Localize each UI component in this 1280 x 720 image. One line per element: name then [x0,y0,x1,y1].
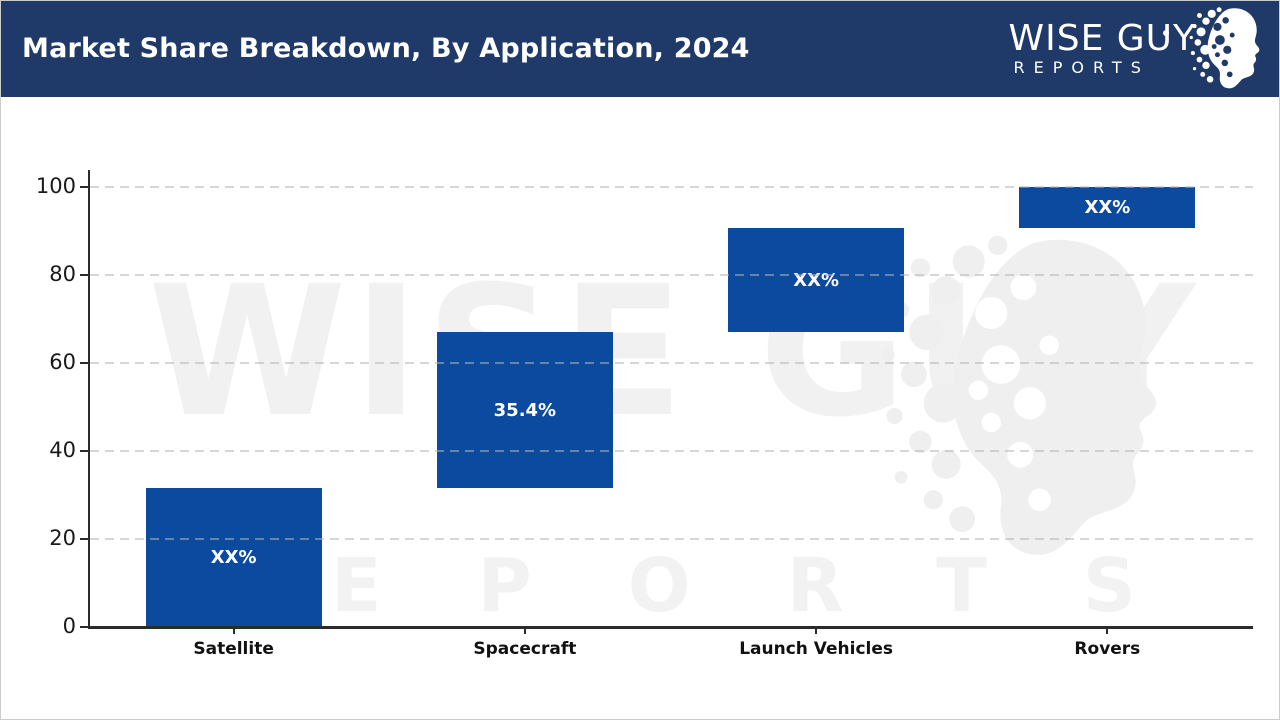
gridline-20 [90,538,1253,540]
x-tick-label-0: Satellite [193,639,274,659]
y-tick-label-60: 60 [49,350,76,374]
logo-dot [1163,30,1169,37]
y-tick-100 [80,186,88,188]
bar-value-label: XX% [793,269,840,291]
brand-wordmark: WISE GUY REPORTS [1009,20,1197,77]
page-title: Market Share Breakdown, By Application, … [22,33,750,64]
bar-value-label: XX% [210,546,257,568]
bar-launch-vehicles: XX% [728,228,905,333]
x-tick-0 [232,627,235,634]
y-axis-line [88,170,90,629]
x-tick-label-2: Launch Vehicles [739,639,894,659]
bar-spacecraft: 35.4% [436,332,613,488]
bar-rovers: XX% [1019,187,1196,229]
y-tick-label-100: 100 [35,174,76,198]
y-tick-80 [80,274,88,276]
watermark-head-icon [881,235,1157,555]
y-tick-label-0: 0 [62,614,76,638]
x-tick-3 [1106,627,1109,634]
gridline-100 [90,186,1253,188]
y-tick-20 [80,538,88,540]
y-tick-label-20: 20 [49,526,76,550]
x-tick-2 [815,627,818,634]
y-tick-40 [80,450,88,452]
y-tick-label-40: 40 [49,438,76,462]
x-axis-line [88,626,1253,629]
x-tick-label-3: Rovers [1074,639,1141,659]
gridline-80 [90,274,1253,276]
gridline-60 [90,362,1253,364]
bar-value-label: 35.4% [493,399,557,421]
brand-logo: WISE GUY REPORTS [1009,4,1267,94]
chart-area: 0 20 40 60 80 100 XX% Satellite 35.4% Spacecraft X… [0,97,1280,717]
x-tick-1 [523,627,526,634]
wiseguy-head-icon [1189,6,1260,88]
header-bar: Market Share Breakdown, By Application, … [0,0,1280,97]
logo-name-text: WISE GUY [1008,18,1196,60]
gridline-40 [90,450,1253,452]
y-tick-label-80: 80 [49,262,76,286]
y-tick-0 [80,626,88,628]
bar-value-label: XX% [1084,197,1131,219]
x-tick-label-1: Spacecraft [473,639,577,659]
watermark-reports-text: REPORTS [178,543,1233,629]
y-tick-60 [80,362,88,364]
logo-sub-text: REPORTS [1013,57,1150,77]
bar-satellite: XX% [145,487,322,627]
